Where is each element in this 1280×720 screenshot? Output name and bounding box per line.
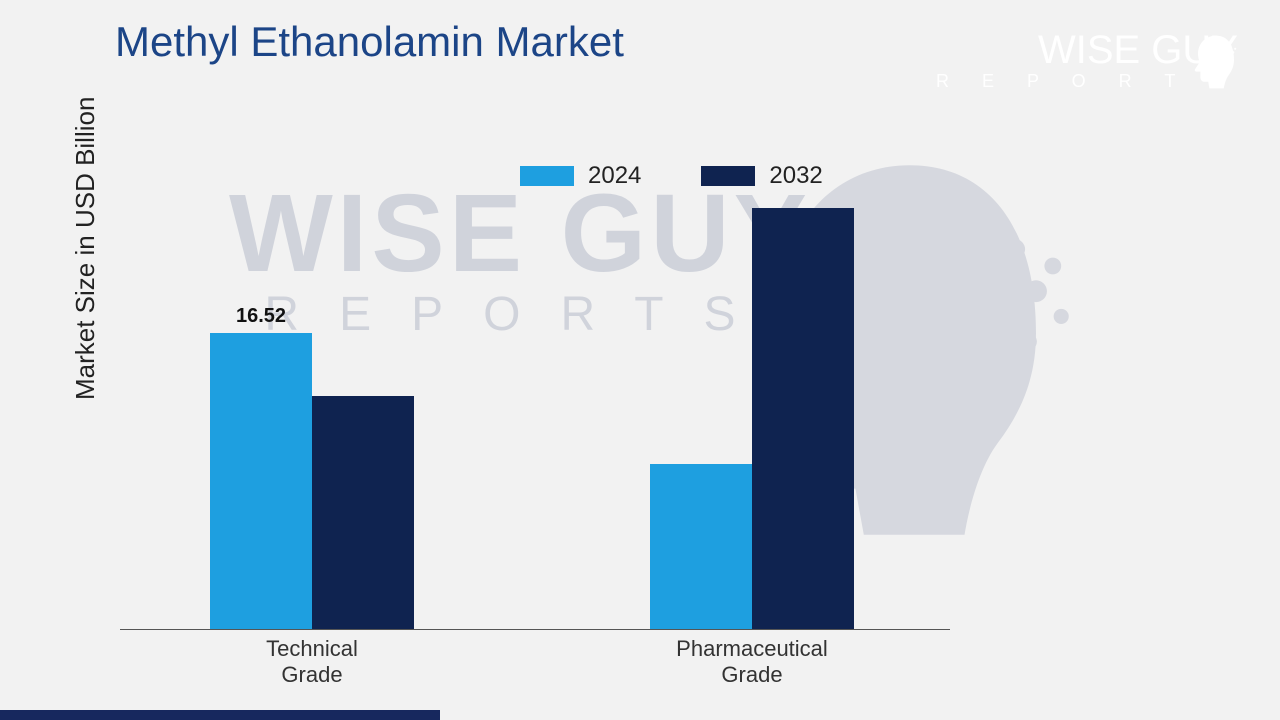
x-axis-baseline bbox=[120, 629, 950, 630]
bar-2024 bbox=[650, 464, 752, 629]
chart-title: Methyl Ethanolamin Market bbox=[115, 18, 624, 66]
legend-swatch-2024 bbox=[520, 166, 574, 186]
y-axis-label: Market Size in USD Billion bbox=[70, 97, 101, 400]
legend-swatch-2032 bbox=[701, 166, 755, 186]
bar-2032 bbox=[312, 396, 414, 629]
bar-value-label: 16.52 bbox=[210, 305, 312, 328]
legend-item-2032: 2032 bbox=[701, 162, 822, 190]
legend-label-2032: 2032 bbox=[769, 162, 822, 190]
plot-area: 16.52TechnicalGradePharmaceuticalGrade bbox=[120, 200, 950, 630]
chart-stage: WISE GUY REPORTS WISE GUY R E P O R T S … bbox=[0, 0, 1280, 720]
legend-item-2024: 2024 bbox=[520, 162, 641, 190]
legend-label-2024: 2024 bbox=[588, 162, 641, 190]
category-label: PharmaceuticalGrade bbox=[650, 636, 854, 689]
legend: 2024 2032 bbox=[520, 162, 823, 190]
brand-head-icon bbox=[1186, 32, 1246, 92]
category-label: TechnicalGrade bbox=[210, 636, 414, 689]
bar-2024: 16.52 bbox=[210, 333, 312, 629]
bar-2032 bbox=[752, 208, 854, 629]
brand-logo: WISE GUY R E P O R T S bbox=[936, 28, 1238, 92]
bottom-accent-bar bbox=[0, 710, 440, 720]
